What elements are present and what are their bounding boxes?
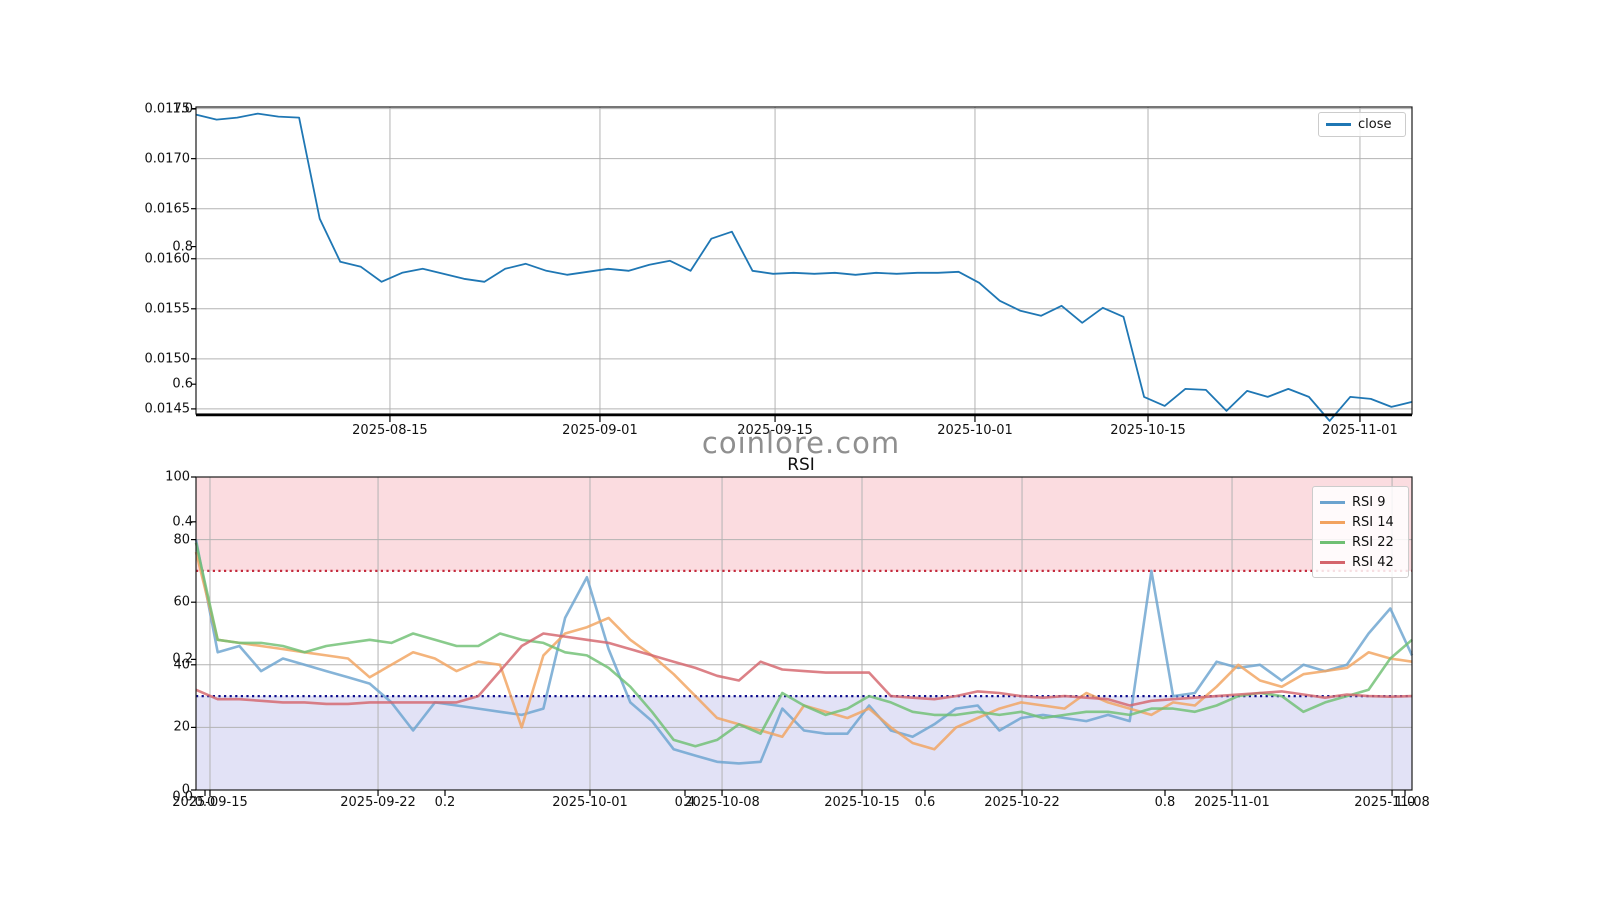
rsi-legend-row: RSI 9	[1320, 492, 1401, 512]
close-line-sample	[1326, 123, 1351, 126]
rsi-legend-row: RSI 14	[1320, 512, 1401, 532]
price-x-tick-label: 2025-08-15	[352, 423, 428, 438]
figure-y-tick-label: 0.6	[172, 376, 193, 392]
rsi-x-tick-label: 2025-10-22	[984, 795, 1060, 810]
legend-label-rsi42: RSI 42	[1352, 554, 1394, 570]
rsi-x-tick-label: 2025-10-15	[824, 795, 900, 810]
rsi-legend-row: RSI 42	[1320, 552, 1401, 572]
rsi22-line-sample	[1320, 540, 1345, 544]
rsi-y-tick-label: 100	[165, 469, 190, 485]
price-x-tick-label: 2025-09-01	[562, 423, 638, 438]
rsi-x-tick-label: 2025-11-01	[1194, 795, 1270, 810]
rsi-y-tick-label: 60	[173, 594, 190, 610]
figure-y-tick-label: 1.0	[172, 101, 193, 117]
figure-y-tick-label: 0.2	[172, 651, 193, 667]
figure-x-tick-label: 1.0	[1394, 795, 1416, 810]
rsi-x-tick-label: 2025-09-15	[172, 795, 248, 810]
price-x-tick-label: 2025-09-15	[737, 423, 813, 438]
price-x-tick-label: 2025-10-15	[1110, 423, 1186, 438]
rsi-x-tick-label: 2025-10-08	[684, 795, 760, 810]
rsi-y-tick-label: 40	[173, 657, 190, 673]
legend-label-rsi14: RSI 14	[1352, 514, 1394, 530]
rsi14-line-sample	[1320, 520, 1345, 524]
figure-x-tick-label: 0.6	[914, 795, 936, 810]
rsi42-line-sample	[1320, 560, 1345, 564]
price-y-tick-label: 0.0170	[144, 151, 191, 167]
rsi-legend: RSI 9 RSI 14 RSI 22 RSI 42	[1312, 486, 1409, 578]
legend-label-rsi9: RSI 9	[1352, 494, 1386, 510]
figure-x-tick-label: 0.4	[674, 795, 696, 810]
figure-x-tick-label: 0.2	[434, 795, 456, 810]
rsi-y-tick-label: 80	[173, 532, 190, 548]
legend-label-close: close	[1358, 117, 1392, 132]
price-x-tick-label: 2025-11-01	[1322, 423, 1398, 438]
figure-y-tick-label: 0.8	[172, 239, 193, 255]
price-y-tick-label: 0.0160	[144, 251, 191, 267]
figure-x-tick-label: 0.8	[1154, 795, 1176, 810]
price-y-tick-label: 0.0175	[144, 101, 191, 117]
rsi-legend-row: RSI 22	[1320, 532, 1401, 552]
figure-x-tick-label: 0.0	[194, 795, 216, 810]
price-legend: close	[1318, 112, 1406, 137]
price-y-tick-label: 0.0155	[144, 301, 191, 317]
price-y-tick-label: 0.0150	[144, 351, 191, 367]
rsi-y-tick-label: 0	[181, 782, 190, 798]
rsi-x-tick-label: 2025-11-08	[1354, 795, 1430, 810]
rsi-x-tick-label: 2025-09-22	[340, 795, 416, 810]
price-y-tick-label: 0.0165	[144, 201, 191, 217]
figure-y-tick-label: 0.4	[172, 514, 193, 530]
price-y-tick-label: 0.0145	[144, 401, 191, 417]
rsi-y-tick-label: 20	[173, 719, 190, 735]
watermark: coinlore.com	[701, 426, 901, 460]
rsi-subplot-title: RSI	[787, 455, 815, 475]
legend-label-rsi22: RSI 22	[1352, 534, 1394, 550]
rsi-x-tick-label: 2025-10-01	[552, 795, 628, 810]
price-x-tick-label: 2025-10-01	[937, 423, 1013, 438]
rsi9-line-sample	[1320, 500, 1345, 504]
figure-y-tick-label: 0.0	[172, 789, 193, 805]
